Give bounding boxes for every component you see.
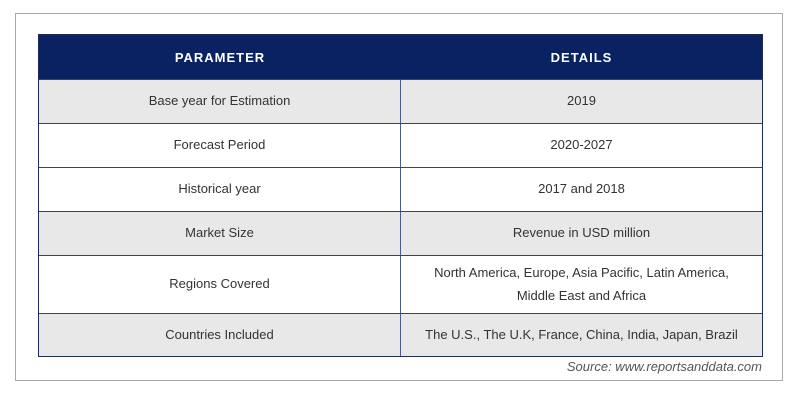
parameter-cell: Countries Included [39,314,401,356]
table-row: Forecast Period 2020-2027 [39,123,762,167]
details-cell: 2019 [567,93,596,109]
report-scope-card: PARAMETER DETAILS Base year for Estimati… [15,13,783,381]
table-row: Historical year 2017 and 2018 [39,167,762,211]
parameter-cell: Forecast Period [39,124,401,167]
table-row: Regions Covered North America, Europe, A… [39,255,762,313]
details-cell: 2020-2027 [550,137,613,153]
details-cell: Revenue in USD million [512,225,651,241]
column-header-parameter: PARAMETER [174,49,266,65]
details-cell: North America, Europe, Asia Pacific, Lat… [434,264,729,303]
table-header-row: PARAMETER DETAILS [39,35,762,79]
table-row: Market Size Revenue in USD million [39,211,762,255]
source-attribution: Source: www.reportsanddata.com [566,359,762,374]
details-cell: The U.S., The U.K, France, China, India,… [425,326,738,342]
parameter-cell: Market Size [39,212,401,255]
report-scope-table: PARAMETER DETAILS Base year for Estimati… [38,34,763,357]
parameter-cell: Regions Covered [39,256,401,313]
column-header-details: DETAILS [550,49,613,65]
details-cell: 2017 and 2018 [538,181,625,197]
parameter-cell: Base year for Estimation [39,80,401,123]
table-row: Countries Included The U.S., The U.K, Fr… [39,313,762,356]
table-row: Base year for Estimation 2019 [39,79,762,123]
parameter-cell: Historical year [39,168,401,211]
